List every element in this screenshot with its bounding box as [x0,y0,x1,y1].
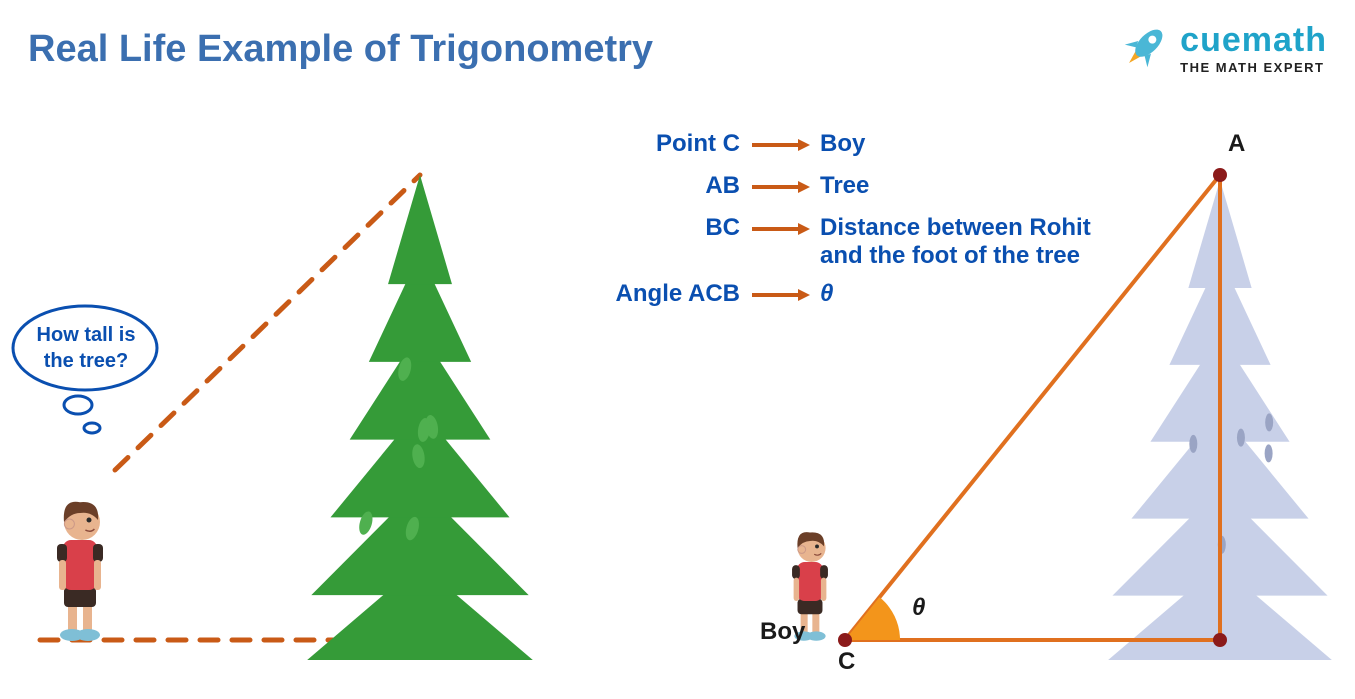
point-label-c: C [838,648,855,676]
rocket-icon [1120,20,1172,77]
left-scene: How tall is the tree? [0,100,600,660]
point-label-a: A [1228,130,1245,158]
thought-line-2: the tree? [44,350,128,372]
brand-tagline: THE MATH EXPERT [1180,61,1327,74]
boy-label: Boy [760,618,805,646]
right-scene-svg [600,100,1355,660]
thought-bubble-text: How tall is the tree? [16,322,156,374]
brand-logo: cuemath THE MATH EXPERT [1120,20,1327,77]
left-scene-svg [0,100,600,660]
brand-name: cuemath [1180,23,1327,57]
thought-line-1: How tall is [37,324,136,346]
right-scene: Point C Boy AB Tree BC Distance between … [600,100,1355,660]
page-title: Real Life Example of Trigonometry [28,28,653,71]
theta-label: θ [912,594,925,622]
